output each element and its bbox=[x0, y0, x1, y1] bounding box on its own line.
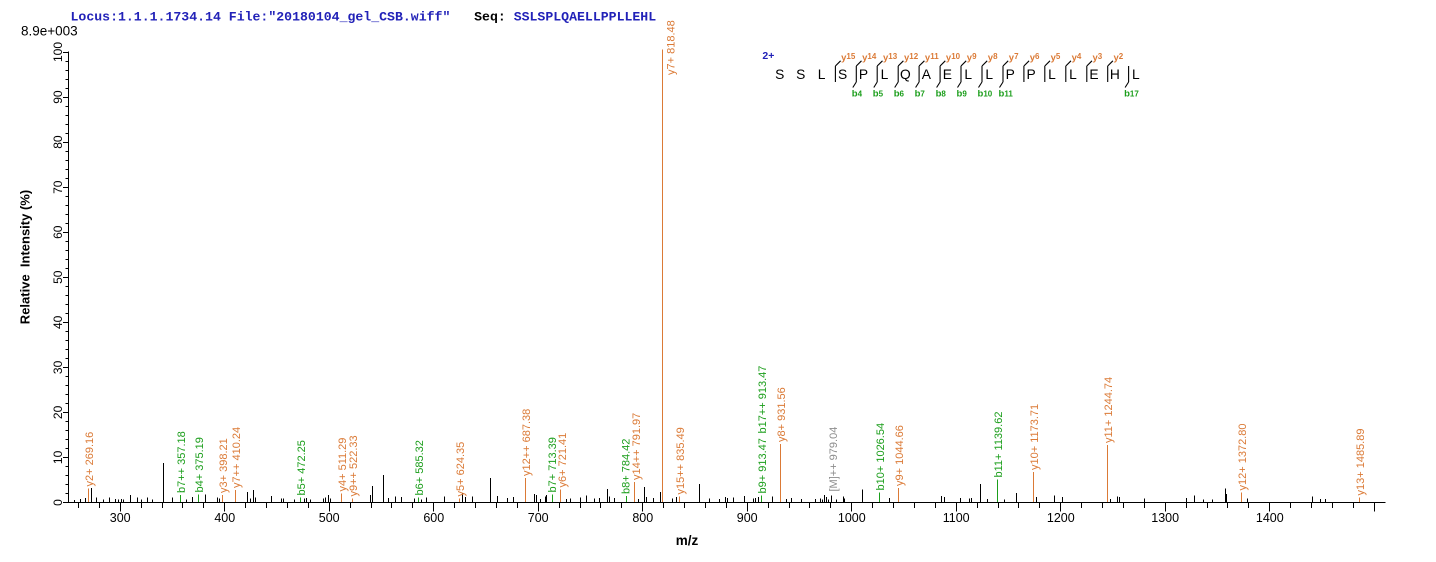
svg-text:700: 700 bbox=[528, 511, 549, 525]
svg-text:900: 900 bbox=[737, 511, 758, 525]
svg-text:y12: y12 bbox=[904, 52, 919, 64]
svg-text:60: 60 bbox=[51, 225, 65, 239]
svg-text:10: 10 bbox=[51, 450, 65, 464]
svg-text:8.9e+003: 8.9e+003 bbox=[21, 24, 78, 39]
svg-text:y6: y6 bbox=[1030, 52, 1040, 64]
svg-text:1100: 1100 bbox=[943, 511, 970, 525]
svg-text:P: P bbox=[859, 67, 868, 82]
svg-text:b11+ 1139.62: b11+ 1139.62 bbox=[993, 412, 1005, 478]
svg-text:80: 80 bbox=[51, 135, 65, 149]
svg-text:y7++ 410.24: y7++ 410.24 bbox=[231, 427, 243, 488]
svg-text:y14++ 791.97: y14++ 791.97 bbox=[631, 413, 643, 480]
svg-text:L: L bbox=[881, 67, 889, 82]
svg-text:b4: b4 bbox=[852, 89, 863, 100]
svg-text:b7+ 713.39: b7+ 713.39 bbox=[547, 437, 559, 492]
svg-text:y10: y10 bbox=[946, 52, 961, 64]
svg-text:L: L bbox=[1048, 67, 1056, 82]
svg-text:b6+ 585.32: b6+ 585.32 bbox=[414, 440, 426, 495]
svg-text:1000: 1000 bbox=[838, 511, 866, 525]
svg-text:1400: 1400 bbox=[1256, 511, 1284, 525]
svg-text:y2+ 269.16: y2+ 269.16 bbox=[84, 432, 96, 487]
svg-text:400: 400 bbox=[214, 511, 235, 525]
svg-text:70: 70 bbox=[51, 180, 65, 194]
svg-text:1200: 1200 bbox=[1047, 511, 1075, 525]
svg-text:y3+ 398.21: y3+ 398.21 bbox=[218, 438, 230, 493]
svg-text:800: 800 bbox=[632, 511, 653, 525]
svg-text:b6: b6 bbox=[894, 89, 905, 100]
svg-text:Relative Intensity (%): Relative Intensity (%) bbox=[18, 190, 33, 324]
svg-text:100: 100 bbox=[51, 42, 65, 62]
svg-text:S: S bbox=[838, 67, 847, 82]
svg-text:y14: y14 bbox=[862, 52, 877, 64]
svg-text:y12+ 1372.80: y12+ 1372.80 bbox=[1237, 424, 1249, 491]
svg-text:y5+ 624.35: y5+ 624.35 bbox=[455, 442, 467, 497]
svg-text:b7++ 357.18: b7++ 357.18 bbox=[176, 431, 188, 493]
svg-text:b7: b7 bbox=[915, 89, 926, 100]
svg-text:y9+ 1044.66: y9+ 1044.66 bbox=[894, 425, 906, 486]
svg-text:b5+ 472.25: b5+ 472.25 bbox=[296, 440, 308, 495]
svg-text:40: 40 bbox=[51, 315, 65, 329]
svg-text:A: A bbox=[922, 67, 932, 82]
svg-text:y2: y2 bbox=[1114, 52, 1124, 64]
svg-text:50: 50 bbox=[51, 270, 65, 284]
svg-text:y11+ 1244.74: y11+ 1244.74 bbox=[1103, 377, 1115, 443]
svg-text:y15: y15 bbox=[841, 52, 856, 64]
svg-text:b10: b10 bbox=[978, 89, 993, 100]
svg-text:500: 500 bbox=[319, 511, 340, 525]
svg-text:[M]++ 979.04: [M]++ 979.04 bbox=[828, 427, 840, 492]
svg-text:S: S bbox=[796, 67, 805, 82]
svg-text:y9: y9 bbox=[967, 52, 977, 64]
svg-text:L: L bbox=[964, 67, 972, 82]
svg-text:b8: b8 bbox=[936, 89, 947, 100]
svg-text:L: L bbox=[1132, 67, 1140, 82]
svg-text:Locus:1.1.1.1734.14 File:"2018: Locus:1.1.1.1734.14 File:"20180104_gel_C… bbox=[71, 10, 657, 25]
svg-text:L: L bbox=[985, 67, 993, 82]
svg-text:y7+ 818.48: y7+ 818.48 bbox=[666, 20, 678, 75]
svg-text:b10+ 1026.54: b10+ 1026.54 bbox=[875, 423, 887, 491]
svg-text:y3: y3 bbox=[1093, 52, 1103, 64]
svg-text:y9++ 522.33: y9++ 522.33 bbox=[348, 435, 360, 496]
svg-text:y6+ 721.41: y6+ 721.41 bbox=[557, 433, 569, 488]
svg-text:y8+ 931.56: y8+ 931.56 bbox=[776, 387, 788, 442]
svg-text:y5: y5 bbox=[1051, 52, 1061, 64]
svg-text:b4+ 375.19: b4+ 375.19 bbox=[194, 437, 206, 492]
svg-text:2+: 2+ bbox=[762, 50, 774, 62]
svg-text:E: E bbox=[943, 67, 952, 82]
svg-text:20: 20 bbox=[51, 405, 65, 419]
svg-text:b8+ 784.42: b8+ 784.42 bbox=[620, 439, 632, 494]
svg-text:H: H bbox=[1110, 67, 1120, 82]
svg-text:L: L bbox=[1069, 67, 1077, 82]
svg-text:0: 0 bbox=[51, 499, 65, 506]
svg-text:y4+ 511.29: y4+ 511.29 bbox=[337, 438, 349, 492]
svg-text:S: S bbox=[775, 67, 784, 82]
svg-text:m/z: m/z bbox=[676, 533, 699, 548]
svg-text:300: 300 bbox=[110, 511, 131, 525]
svg-text:b11: b11 bbox=[999, 89, 1014, 100]
svg-text:b9+ 913.47: b9+ 913.47 bbox=[757, 438, 769, 493]
svg-text:b17: b17 bbox=[1124, 89, 1139, 100]
svg-text:y13: y13 bbox=[883, 52, 898, 64]
svg-text:E: E bbox=[1089, 67, 1098, 82]
svg-text:600: 600 bbox=[423, 511, 444, 525]
svg-text:y10+ 1173.71: y10+ 1173.71 bbox=[1029, 404, 1041, 470]
svg-text:y13+ 1485.89: y13+ 1485.89 bbox=[1355, 429, 1367, 496]
svg-text:y11: y11 bbox=[925, 52, 939, 64]
svg-text:y7: y7 bbox=[1009, 52, 1019, 64]
svg-text:y15++ 835.49: y15++ 835.49 bbox=[675, 427, 687, 494]
svg-text:P: P bbox=[1026, 67, 1035, 82]
svg-text:y12++ 687.38: y12++ 687.38 bbox=[521, 409, 533, 476]
svg-text:90: 90 bbox=[51, 90, 65, 104]
svg-text:y4: y4 bbox=[1072, 52, 1082, 64]
svg-text:1300: 1300 bbox=[1151, 511, 1179, 525]
svg-text:b9: b9 bbox=[957, 89, 968, 100]
svg-text:P: P bbox=[1006, 67, 1015, 82]
svg-text:y8: y8 bbox=[988, 52, 998, 64]
svg-text:30: 30 bbox=[51, 360, 65, 374]
svg-text:L: L bbox=[818, 67, 826, 82]
svg-text:b17++ 913.47: b17++ 913.47 bbox=[757, 366, 769, 434]
svg-text:b5: b5 bbox=[873, 89, 884, 100]
svg-text:Q: Q bbox=[900, 67, 911, 82]
